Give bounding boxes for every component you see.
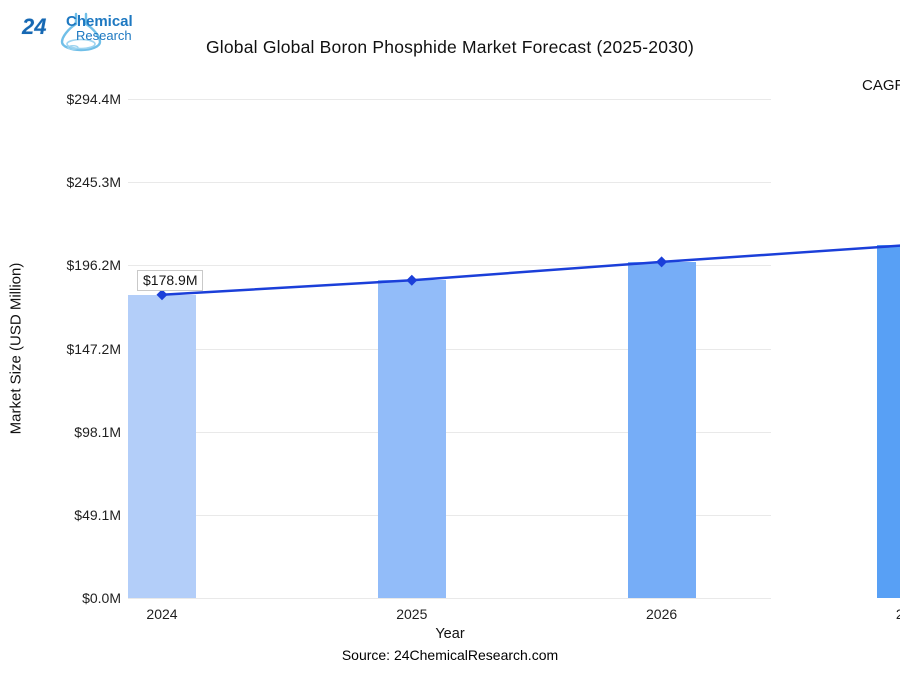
y-tick-label: $294.4M [66,91,121,107]
gridline [128,182,771,184]
logo-word-research: Research [76,28,132,43]
x-tick-label: 2024 [146,606,178,622]
x-tick-label: 2027 [895,606,900,622]
data-label-box: $178.9M [137,270,204,291]
cagr-label: CAGR [862,77,900,94]
y-tick-label: $147.2M [66,340,121,357]
chart-title: Global Global Boron Phosphide Market For… [205,37,695,57]
bar-2025 [377,280,446,598]
x-tick-label: 2026 [646,606,678,622]
y-tick-label: $245.3M [66,174,121,191]
logo-number: 24 [22,14,47,39]
y-tick-label: $98.1M [74,423,121,440]
flask-icon [60,12,102,52]
bar-2024 [128,294,196,598]
data-label-text: $178.9M [143,272,198,288]
y-tick-label: $0.0M [82,590,121,606]
logo: 24 Chemical Research [22,8,152,56]
gridline [128,598,771,599]
y-axis-title-wrap: Market Size (USD Million) [4,99,28,598]
gridline [128,348,771,350]
source-text: Source: 24ChemicalResearch.com [341,647,559,663]
y-axis-title: Market Size (USD Million) [7,262,25,435]
gridline [128,99,771,100]
x-tick-label: 2025 [396,606,428,622]
x-axis-title: Year [435,626,465,642]
y-tick-label: $196.2M [66,257,121,274]
y-tick-label: $49.1M [74,506,121,523]
gridline [128,514,771,516]
trend-line [161,244,900,297]
gridline [128,431,771,433]
bar-2027 [877,244,900,598]
bar-2026 [627,261,696,598]
logo-word-chemical: Chemical [66,13,133,30]
